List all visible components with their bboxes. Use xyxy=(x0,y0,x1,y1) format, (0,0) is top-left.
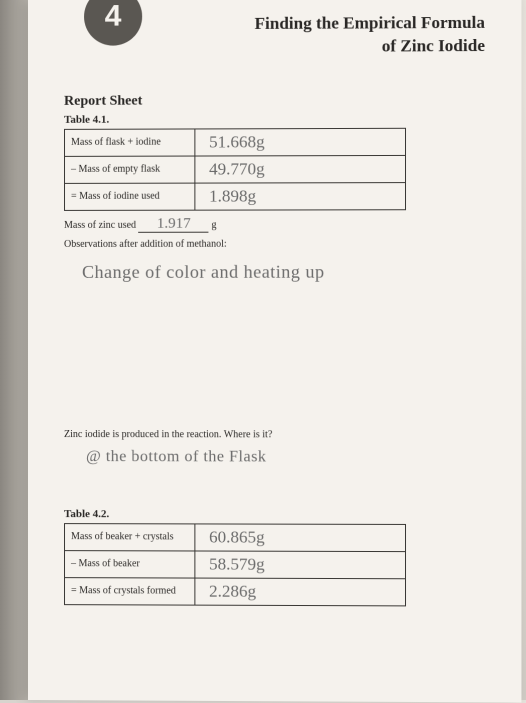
book-spine xyxy=(0,0,28,700)
row-value: 60.865g xyxy=(194,524,405,552)
title-line-2: of Zinc Iodide xyxy=(382,36,485,56)
zinc-value: 1.917 xyxy=(139,217,209,233)
zinc-used-line: Mass of zinc used 1.917 g xyxy=(64,216,485,233)
row-value: 49.770g xyxy=(194,155,405,183)
where-answer: @ the bottom of the Flask xyxy=(64,448,485,467)
row-value: 2.286g xyxy=(194,578,405,606)
row-label: Mass of flask + iodine xyxy=(65,129,195,156)
observations-answer: Change of color and heating up xyxy=(64,261,485,283)
row-value: 58.579g xyxy=(194,551,405,579)
row-value: 51.668g xyxy=(194,128,405,156)
where-prompt: Zinc iodide is produced in the reaction.… xyxy=(64,429,485,441)
table-row: Mass of flask + iodine 51.668g xyxy=(65,128,406,156)
row-label: – Mass of empty flask xyxy=(65,156,195,183)
zinc-prefix: Mass of zinc used xyxy=(64,220,136,231)
table-4-2: Mass of beaker + crystals 60.865g – Mass… xyxy=(64,523,406,606)
report-sheet-heading: Report Sheet xyxy=(64,92,485,110)
zinc-unit: g xyxy=(211,220,216,231)
table-row: Mass of beaker + crystals 60.865g xyxy=(65,523,406,551)
row-value: 1.898g xyxy=(194,182,405,210)
title-line-1: Finding the Empirical Formula xyxy=(255,13,485,33)
table-row: = Mass of crystals formed 2.286g xyxy=(65,577,406,605)
table-row: – Mass of beaker 58.579g xyxy=(65,550,406,578)
row-label: = Mass of iodine used xyxy=(65,183,195,210)
row-label: – Mass of beaker xyxy=(65,550,195,577)
table-4-1-label: Table 4.1. xyxy=(64,112,485,125)
table-row: – Mass of empty flask 49.770g xyxy=(65,155,406,183)
table-row: = Mass of iodine used 1.898g xyxy=(65,182,406,210)
row-label: = Mass of crystals formed xyxy=(65,577,195,604)
worksheet-page: 4 Finding the Empirical Formula of Zinc … xyxy=(28,0,521,703)
table-4-1: Mass of flask + iodine 51.668g – Mass of… xyxy=(64,128,406,211)
row-label: Mass of beaker + crystals xyxy=(65,523,195,550)
observations-prompt: Observations after addition of methanol: xyxy=(64,238,485,250)
table-4-2-label: Table 4.2. xyxy=(64,508,485,521)
